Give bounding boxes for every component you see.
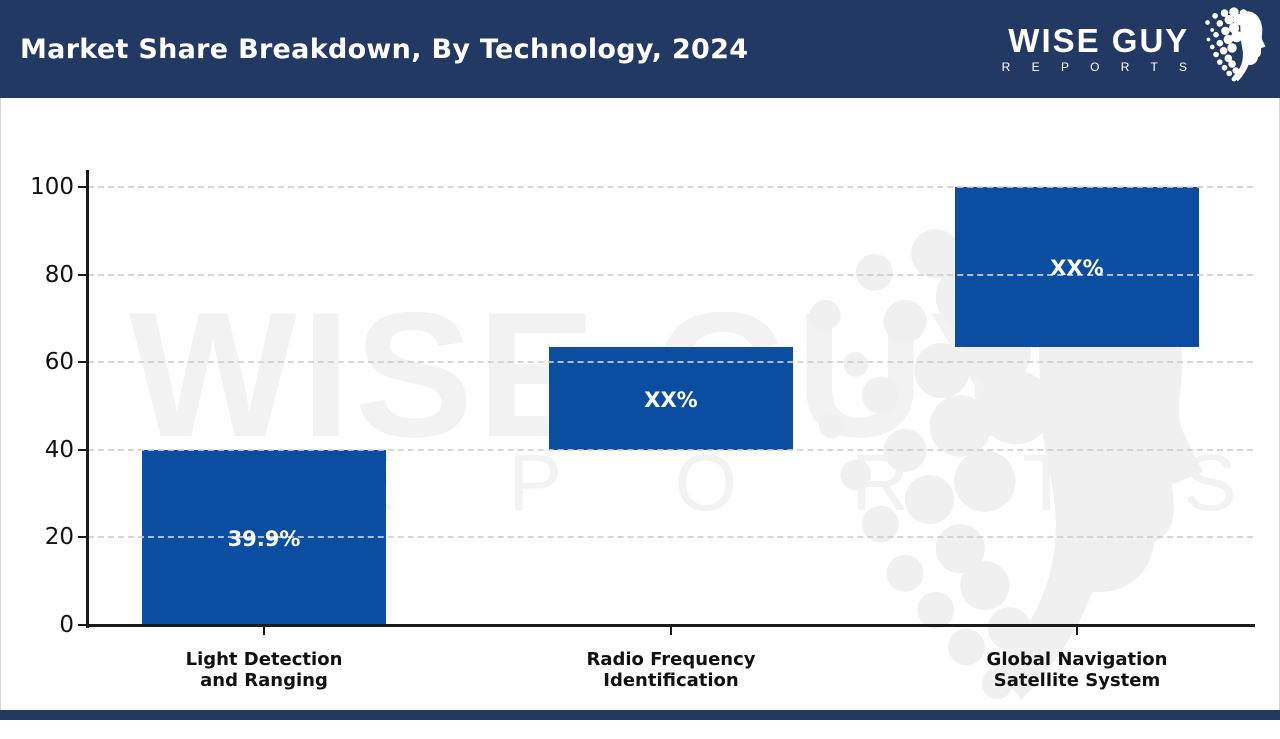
category-label-2: Radio Frequency Identification (511, 649, 831, 691)
gridline-y-80 (88, 273, 1253, 276)
brand-name: WISE GUY (1008, 22, 1190, 59)
category-label-line: Identification (603, 670, 739, 691)
gridline-y-60 (88, 361, 1253, 364)
y-tick-mark-80 (78, 273, 87, 276)
page: Market Share Breakdown, By Technology, 2… (0, 0, 1280, 720)
y-tick-label-60: 60 (44, 349, 74, 376)
footer-bar (0, 710, 1280, 720)
y-tick-label-80: 80 (44, 261, 74, 288)
y-tick-mark-0 (78, 624, 87, 626)
y-axis-line (86, 170, 89, 628)
gridline-y-40 (88, 448, 1253, 451)
brand-logo: WISE GUY R E P O R T S (1002, 6, 1280, 92)
bar-segment-3 (955, 187, 1199, 347)
y-tick-mark-20 (78, 536, 87, 539)
x-axis-line (86, 624, 1255, 627)
gridline-y-20 (88, 536, 1253, 539)
face-profile-dots-icon (1200, 6, 1266, 92)
bar-value-label-3: XX% (1050, 255, 1104, 280)
y-tick-label-100: 100 (30, 174, 74, 200)
header-bar: Market Share Breakdown, By Technology, 2… (0, 0, 1280, 98)
category-label-line: Satellite System (993, 670, 1161, 691)
gridline-y-100 (88, 186, 1253, 188)
y-tick-mark-100 (78, 186, 87, 188)
bar-segment-2 (549, 346, 793, 451)
category-label-line: Light Detection (185, 649, 343, 670)
bar-value-label-2: XX% (644, 387, 698, 412)
brand-subname: R E P O R T S (1001, 60, 1196, 74)
y-tick-label-20: 20 (44, 524, 74, 551)
x-tick-mark-1 (263, 626, 265, 635)
x-tick-mark-3 (1076, 626, 1078, 635)
y-tick-label-40: 40 (44, 436, 74, 463)
y-tick-label-0: 0 (59, 612, 74, 638)
bar-value-label-1: 39.9% (227, 526, 301, 551)
y-tick-mark-40 (78, 448, 87, 451)
category-label-line: and Ranging (200, 670, 328, 691)
chart-title: Market Share Breakdown, By Technology, 2… (20, 33, 749, 65)
plot-area: 0 20 40 60 80 100 39.9% Light Detection and Rang… (30, 170, 1255, 691)
y-tick-mark-60 (78, 361, 87, 364)
category-label-3: Global Navigation Satellite System (917, 649, 1237, 691)
category-label-line: Radio Frequency (586, 649, 756, 670)
brand-logo-text: WISE GUY R E P O R T S (1001, 22, 1196, 75)
category-label-1: Light Detection and Ranging (104, 649, 424, 691)
x-tick-mark-2 (670, 626, 672, 635)
category-label-line: Global Navigation (986, 649, 1168, 670)
